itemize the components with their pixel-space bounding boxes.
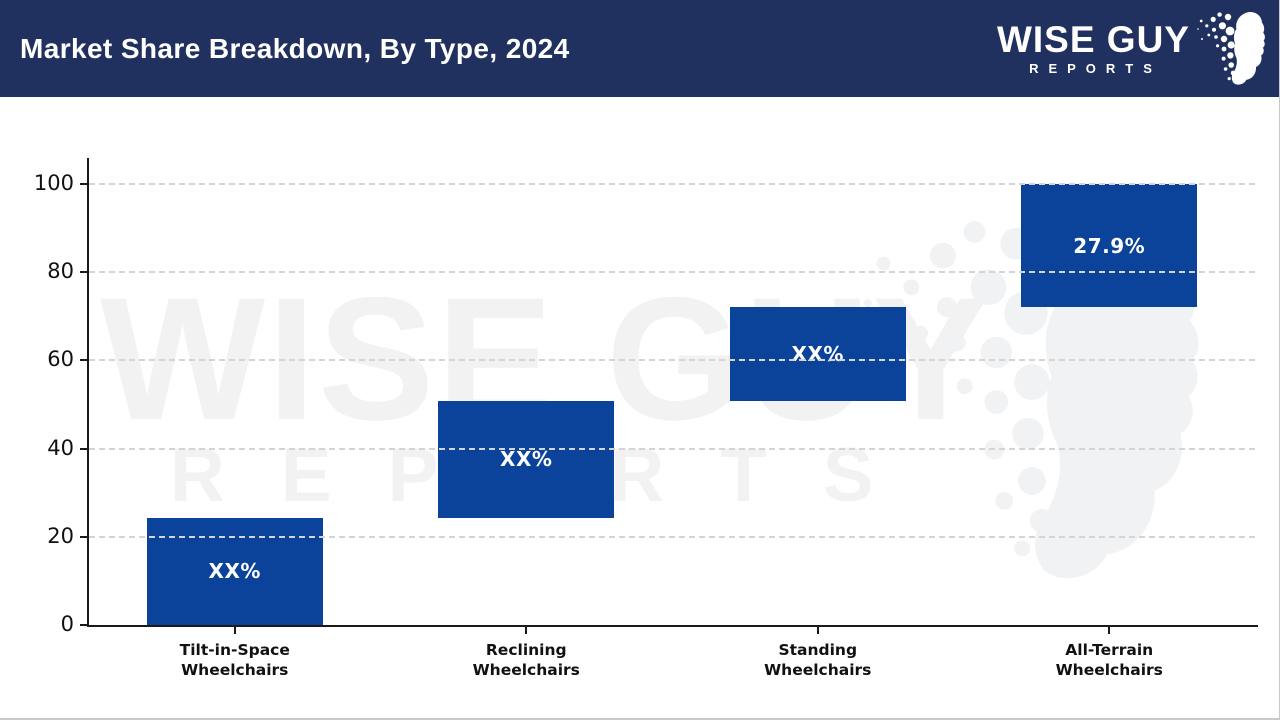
wise-guy-logo: WISE GUY REPORTS	[997, 8, 1270, 90]
category-label-line: Wheelchairs	[1055, 661, 1163, 679]
gridline-100	[89, 183, 1255, 185]
logo-text: WISE GUY REPORTS	[997, 21, 1190, 76]
gridline-40	[89, 447, 1255, 450]
logo-tagline-text: REPORTS	[1029, 61, 1162, 76]
bar-value-label: XX%	[791, 341, 844, 366]
y-tick-40	[80, 447, 88, 450]
category-label-line: Wheelchairs	[181, 661, 289, 679]
y-tick-80	[80, 271, 88, 274]
category-label-line: Wheelchairs	[472, 661, 580, 679]
category-label: All-Terrain Wheelchairs	[963, 640, 1255, 680]
category-label-line: Wheelchairs	[764, 661, 872, 679]
bar-segment: XX%	[729, 307, 906, 401]
bar-value-label: XX%	[208, 559, 261, 584]
category-label: Tilt-in-Space Wheelchairs	[89, 640, 381, 680]
y-tick-label-40: 40	[47, 435, 74, 460]
y-tick-60	[80, 359, 88, 362]
category-label-line: All-Terrain	[1065, 641, 1154, 659]
category-label-line: Reclining	[485, 641, 567, 659]
gridline-80	[89, 271, 1255, 274]
y-tick-label-80: 80	[47, 259, 74, 284]
logo-name-text: WISE GUY	[996, 19, 1190, 60]
bar-value-label: 27.9%	[1073, 233, 1146, 258]
logo-head-icon	[1197, 11, 1265, 85]
chart-title: Market Share Breakdown, By Type, 2024	[20, 32, 570, 64]
x-tick-0	[233, 627, 236, 634]
x-tick-2	[816, 627, 819, 634]
header-banner: Market Share Breakdown, By Type, 2024 WI…	[0, 0, 1279, 97]
bar-value-label: XX%	[500, 447, 553, 472]
category-label-line: Tilt-in-Space	[179, 641, 290, 659]
y-axis-line	[87, 158, 89, 627]
bar-segment: 27.9%	[1021, 184, 1198, 308]
x-axis-line	[87, 625, 1258, 627]
y-tick-20	[80, 535, 88, 538]
y-tick-label-0: 0	[60, 612, 74, 636]
x-tick-3	[1108, 627, 1111, 634]
category-label-line: Standing	[778, 641, 858, 659]
category-label: Reclining Wheelchairs	[380, 640, 672, 680]
category-label: Standing Wheelchairs	[672, 640, 964, 680]
gridline-60	[89, 359, 1255, 362]
bar-segment: XX%	[146, 517, 323, 625]
y-tick-label-100: 100	[33, 171, 74, 195]
bar-segment: XX%	[438, 400, 615, 518]
y-tick-0	[80, 624, 88, 626]
gridline-20	[89, 535, 1255, 538]
x-tick-1	[525, 627, 528, 634]
y-tick-label-60: 60	[47, 347, 74, 372]
y-tick-100	[80, 183, 88, 185]
y-tick-label-20: 20	[47, 523, 74, 548]
